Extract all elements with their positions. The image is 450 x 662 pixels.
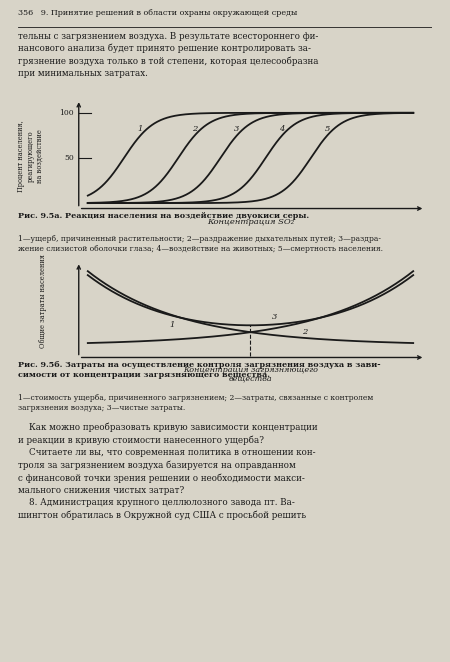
- Text: 2: 2: [302, 328, 307, 336]
- Text: Как можно преобразовать кривую зависимости концентрации
и реакции в кривую стоим: Как можно преобразовать кривую зависимос…: [18, 422, 318, 520]
- Text: 3: 3: [234, 124, 239, 132]
- Text: 4: 4: [279, 124, 285, 132]
- Text: 356   9. Принятие решений в области охраны окружающей среды: 356 9. Принятие решений в области охраны…: [18, 9, 297, 17]
- Text: 5: 5: [324, 124, 330, 132]
- Text: 1—стоимость ущерба, причиненного загрязнением; 2—затраты, связанные с контролем
: 1—стоимость ущерба, причиненного загрязн…: [18, 394, 373, 412]
- Text: 1—ущерб, причиненный растительности; 2—раздражение дыхательных путей; 3—раздра-
: 1—ущерб, причиненный растительности; 2—р…: [18, 235, 383, 253]
- Text: Концентрация загрязняющего
вещества: Концентрация загрязняющего вещества: [183, 365, 318, 383]
- Text: 1: 1: [170, 322, 175, 330]
- Text: Общие затраты населения: Общие затраты населения: [39, 254, 47, 348]
- Text: тельны с загрязнением воздуха. В результате всестороннего фи-
нансового анализа : тельны с загрязнением воздуха. В результ…: [18, 32, 319, 78]
- Text: Рис. 9.5б. Затраты на осуществление контроля загрязнения воздуха в зави-
симости: Рис. 9.5б. Затраты на осуществление конт…: [18, 361, 381, 379]
- Text: 50: 50: [64, 154, 74, 162]
- Text: Процент населения,
реагирующего
на воздействие: Процент населения, реагирующего на возде…: [18, 120, 44, 192]
- Text: 3: 3: [272, 313, 277, 321]
- Text: Концентрация SO₂: Концентрация SO₂: [207, 218, 294, 226]
- Text: 2: 2: [192, 124, 198, 132]
- Text: Рис. 9.5а. Реакция населения на воздействие двуокиси серы.: Рис. 9.5а. Реакция населения на воздейст…: [18, 212, 309, 220]
- Text: 1: 1: [138, 124, 143, 132]
- Text: 100: 100: [59, 109, 74, 117]
